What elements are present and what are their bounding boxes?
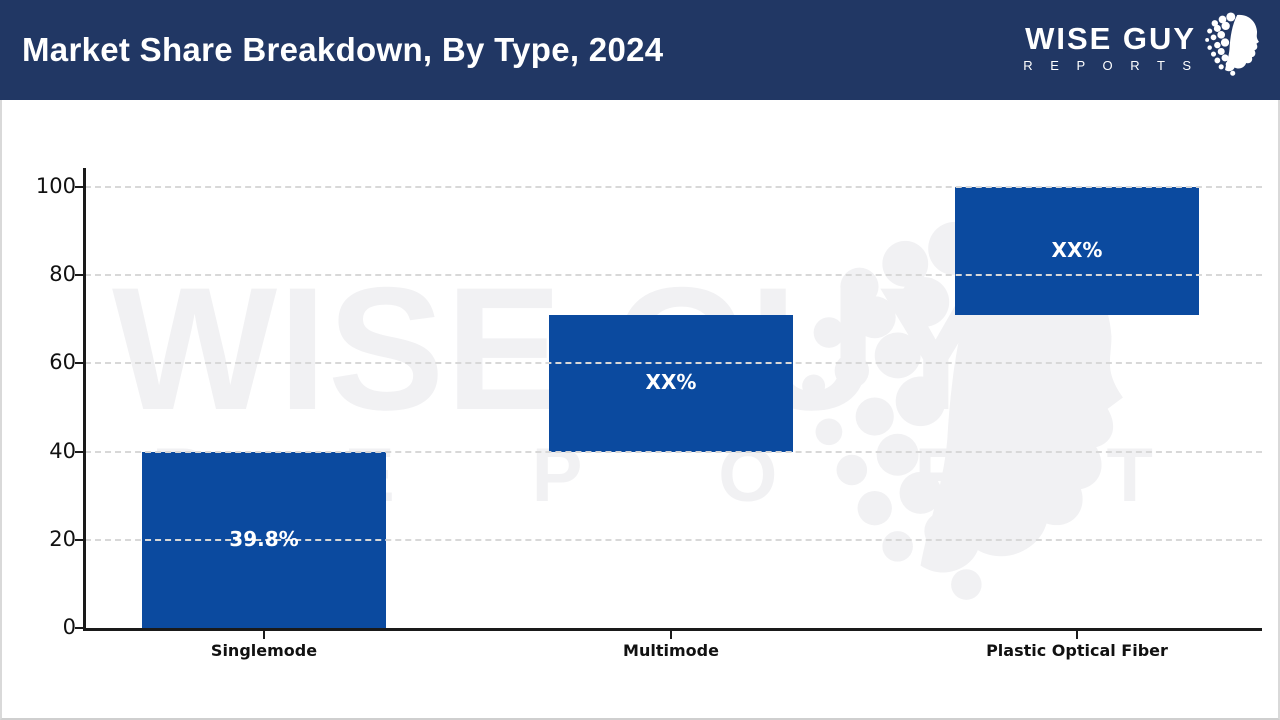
y-axis [83, 168, 86, 631]
x-axis-label: Plastic Optical Fiber [986, 641, 1168, 660]
gridline [85, 186, 1262, 188]
gridline [85, 274, 1262, 277]
y-tick-label: 0 [62, 615, 76, 639]
bar-value-label: XX% [645, 370, 697, 395]
gridline [85, 538, 1262, 541]
bar-value-label: XX% [1051, 237, 1103, 262]
x-axis [83, 628, 1262, 631]
x-tick-mark [1076, 631, 1078, 639]
y-tick-label: 60 [49, 350, 76, 375]
logo-text: WISE GUY R E P O R T S [1023, 21, 1198, 73]
logo-wordmark: WISE GUY [1025, 21, 1197, 56]
y-tick-label: 80 [49, 262, 76, 287]
y-tick-label: 100 [35, 174, 76, 198]
page-title: Market Share Breakdown, By Type, 2024 [22, 31, 664, 68]
y-tick-mark [75, 362, 83, 365]
y-tick-mark [75, 274, 83, 277]
y-tick-mark [75, 186, 83, 188]
y-tick-mark [75, 627, 83, 629]
x-tick-mark [670, 631, 672, 639]
gridline [85, 450, 1262, 453]
logo-subtitle: R E P O R T S [1023, 58, 1198, 73]
y-tick-label: 40 [49, 438, 76, 463]
gridline [85, 362, 1262, 365]
bar-value-label: 39.8% [229, 527, 299, 552]
y-tick-mark [75, 450, 83, 453]
x-axis-label: Singlemode [210, 641, 318, 660]
dotted-head-icon [1205, 12, 1259, 76]
y-tick-label: 20 [49, 526, 76, 551]
bar [955, 187, 1199, 315]
wise-guy-reports-logo: WISE GUY R E P O R T S [1023, 8, 1266, 86]
watermark-dotted-head [802, 221, 1123, 600]
x-tick-mark [263, 631, 265, 639]
header-banner: Market Share Breakdown, By Type, 2024 WI… [0, 0, 1280, 100]
x-axis-label: Multimode [623, 641, 719, 660]
bar [549, 314, 793, 452]
y-tick-mark [75, 538, 83, 541]
